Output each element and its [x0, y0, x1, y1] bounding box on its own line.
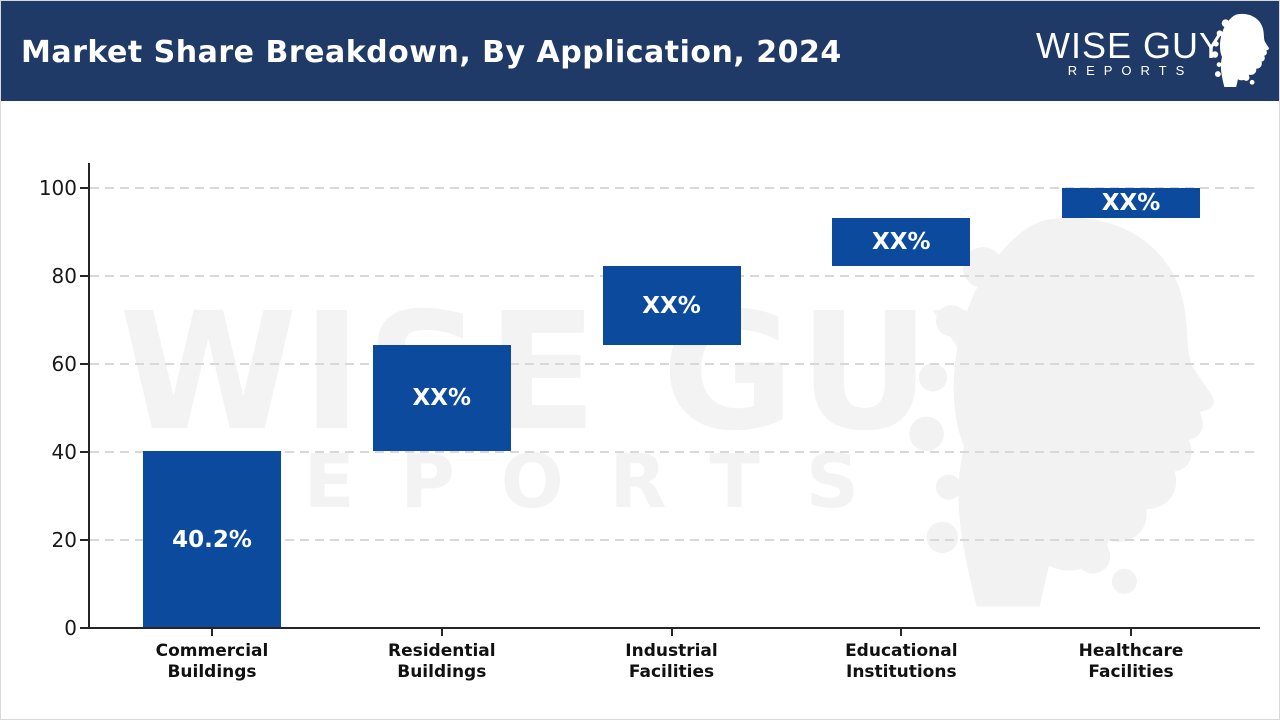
x-tick-label: Industrial Facilities	[625, 641, 718, 682]
y-tick-mark	[80, 275, 88, 277]
y-tick-mark	[80, 363, 88, 365]
gridline	[90, 187, 1258, 189]
waterfall-chart: WISE GUY REPORTS 0 20 40 60 80 100 40.2% Commer…	[1, 101, 1279, 719]
y-tick-mark	[80, 539, 88, 541]
y-tick-label: 40	[51, 440, 77, 464]
x-tick-mark	[1130, 629, 1132, 636]
x-tick-label: Commercial Buildings	[155, 641, 269, 682]
x-tick-mark	[670, 629, 673, 636]
x-tick-mark	[211, 629, 213, 636]
gridline	[90, 363, 1258, 365]
x-axis-line	[87, 627, 1260, 629]
x-tick-label: Residential Buildings	[387, 641, 496, 682]
y-tick-label: 80	[51, 264, 77, 288]
y-tick-mark	[80, 451, 88, 453]
x-tick-mark	[900, 629, 903, 636]
y-tick-label: 20	[51, 528, 77, 552]
bar: XX%	[372, 345, 511, 452]
bar: 40.2%	[143, 451, 281, 628]
watermark-subtext: REPORTS	[201, 439, 906, 525]
y-tick-label: 60	[51, 352, 77, 376]
y-tick-label: 0	[64, 616, 77, 640]
logo-subtext: REPORTS	[1067, 63, 1194, 78]
bar-value-label: 40.2%	[172, 526, 252, 553]
x-tick-label: Healthcare Facilities	[1078, 641, 1184, 682]
bar: XX%	[1062, 188, 1200, 218]
page-title: Market Share Breakdown, By Application, …	[21, 35, 842, 70]
y-tick-mark	[80, 187, 88, 189]
wise-guy-reports-logo: WISE GUY REPORTS	[1036, 1, 1271, 101]
watermark-wordmark: WISE GUY	[119, 279, 1056, 467]
bar: XX%	[602, 266, 741, 346]
head-of-dots-icon	[1211, 13, 1269, 88]
gridline	[90, 539, 1258, 541]
x-tick-label: Educational Institutions	[845, 641, 958, 682]
header-bar: Market Share Breakdown, By Application, …	[1, 1, 1279, 101]
bar-value-label: XX%	[1101, 189, 1161, 216]
logo-wordmark: WISE GUY	[1036, 25, 1225, 66]
y-tick-mark	[80, 627, 88, 629]
y-axis-line	[88, 163, 90, 629]
gridline	[90, 451, 1258, 453]
head-of-dots-watermark-icon	[909, 217, 1214, 607]
x-tick-mark	[440, 629, 443, 636]
bar-value-label: XX%	[412, 385, 472, 412]
bar: XX%	[832, 217, 971, 267]
bar-value-label: XX%	[642, 292, 701, 319]
bar-value-label: XX%	[872, 229, 931, 256]
y-tick-label: 100	[38, 176, 77, 200]
